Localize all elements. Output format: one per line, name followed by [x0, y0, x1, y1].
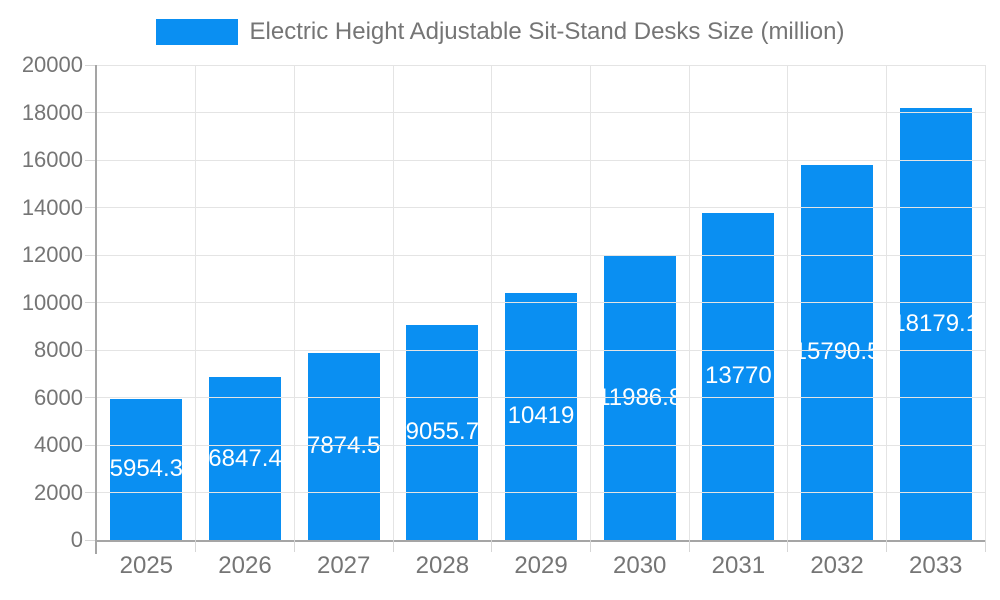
- x-tick-label: 2029: [514, 552, 568, 579]
- x-tick-label: 2033: [909, 552, 963, 579]
- x-tick-mark: [688, 540, 690, 552]
- y-tick-mark: [85, 254, 95, 256]
- gridline-h: [97, 349, 985, 351]
- gridline-h: [97, 492, 985, 493]
- gridline-h: [97, 302, 985, 303]
- y-tick-label: 16000: [21, 147, 83, 172]
- bar: 6847.4: [209, 377, 281, 540]
- y-tick-label: 6000: [34, 384, 83, 410]
- category-column: 13770 2031: [689, 65, 788, 579]
- gridline-v: [195, 65, 197, 540]
- y-axis-line: [95, 65, 97, 554]
- bar: 13770: [702, 212, 775, 540]
- bar-value-label: 6847.4: [209, 444, 281, 472]
- gridline-v: [787, 65, 789, 540]
- gridline-v: [688, 65, 690, 540]
- y-tick-mark: [85, 207, 95, 208]
- gridline-h: [97, 444, 985, 446]
- y-tick-label: 10000: [21, 289, 83, 315]
- x-tick-mark: [589, 540, 591, 552]
- plot-area: 5954.3 2025 6847.4 2026 7874.5 2027 9055.7 2028…: [22, 52, 986, 579]
- y-tick-label: 2000: [34, 479, 83, 505]
- y-tick-mark: [85, 539, 95, 541]
- bar-value-label: 7874.5: [307, 432, 380, 460]
- x-tick-mark: [984, 540, 986, 552]
- bar: 9055.7: [406, 324, 479, 540]
- y-tick-label: 8000: [34, 337, 83, 362]
- gridline-h: [97, 254, 985, 256]
- category-column: 6847.4 2026: [196, 65, 295, 579]
- x-tick-mark: [195, 540, 197, 552]
- bar: 7874.5: [307, 352, 380, 540]
- x-axis-line: [97, 540, 985, 542]
- gridline-h: [97, 64, 985, 66]
- y-tick-mark: [85, 302, 95, 303]
- y-tick-label: 12000: [21, 242, 83, 267]
- category-column: 10419 2029: [492, 65, 591, 579]
- x-tick-label: 2025: [119, 552, 174, 579]
- x-tick-mark: [491, 540, 493, 552]
- bar-value-label: 5954.3: [110, 455, 183, 483]
- x-tick-mark: [787, 540, 789, 552]
- bar-value-label: 10419: [507, 402, 575, 430]
- gridline-h: [97, 112, 985, 113]
- y-tick-label: 20000: [21, 52, 83, 77]
- y-tick-mark: [85, 492, 95, 493]
- gridline-v: [885, 65, 887, 540]
- x-tick-mark: [293, 540, 295, 552]
- x-tick-mark: [392, 540, 394, 552]
- gridline-h: [97, 159, 985, 161]
- gridline-v: [491, 65, 493, 540]
- y-tick-mark: [85, 112, 95, 113]
- bar-value-label: 13770: [704, 362, 772, 390]
- x-tick-label: 2027: [316, 552, 371, 579]
- y-tick-mark: [85, 444, 95, 446]
- bar-value-label: 18179.1: [900, 310, 972, 338]
- y-tick-mark: [85, 349, 95, 351]
- y-tick-mark: [85, 64, 95, 66]
- gridline-v: [589, 65, 591, 540]
- y-tick-mark: [85, 397, 95, 398]
- gridline-v: [984, 65, 986, 540]
- y-tick-label: 0: [70, 527, 83, 552]
- category-column: 5954.3 2025: [97, 65, 196, 579]
- x-tick-label: 2031: [711, 552, 766, 579]
- bar: 18179.1: [899, 108, 972, 540]
- legend-swatch: [155, 19, 238, 45]
- legend: Electric Height Adjustable Sit-Stand Des…: [0, 18, 1000, 46]
- gridline-h: [97, 397, 985, 398]
- gridline-v: [293, 65, 295, 540]
- category-column: 18179.1 2033: [886, 65, 985, 579]
- bar: 5954.3: [110, 398, 183, 540]
- x-tick-label: 2032: [810, 552, 864, 579]
- gridline-v: [392, 65, 394, 540]
- category-column: 9055.7 2028: [393, 65, 492, 579]
- y-tick-label: 14000: [21, 194, 83, 220]
- x-tick-label: 2030: [612, 552, 667, 579]
- y-tick-label: 4000: [34, 432, 83, 457]
- bar-value-label: 9055.7: [406, 418, 479, 446]
- x-tick-mark: [885, 540, 887, 552]
- y-tick-label: 18000: [21, 99, 83, 125]
- bar: 10419: [505, 292, 578, 540]
- x-tick-label: 2026: [218, 552, 272, 579]
- y-tick-mark: [85, 159, 95, 161]
- legend-label: Electric Height Adjustable Sit-Stand Des…: [249, 18, 845, 45]
- x-tick-label: 2028: [415, 552, 470, 579]
- category-column: 7874.5 2027: [294, 65, 393, 579]
- gridline-h: [97, 207, 985, 208]
